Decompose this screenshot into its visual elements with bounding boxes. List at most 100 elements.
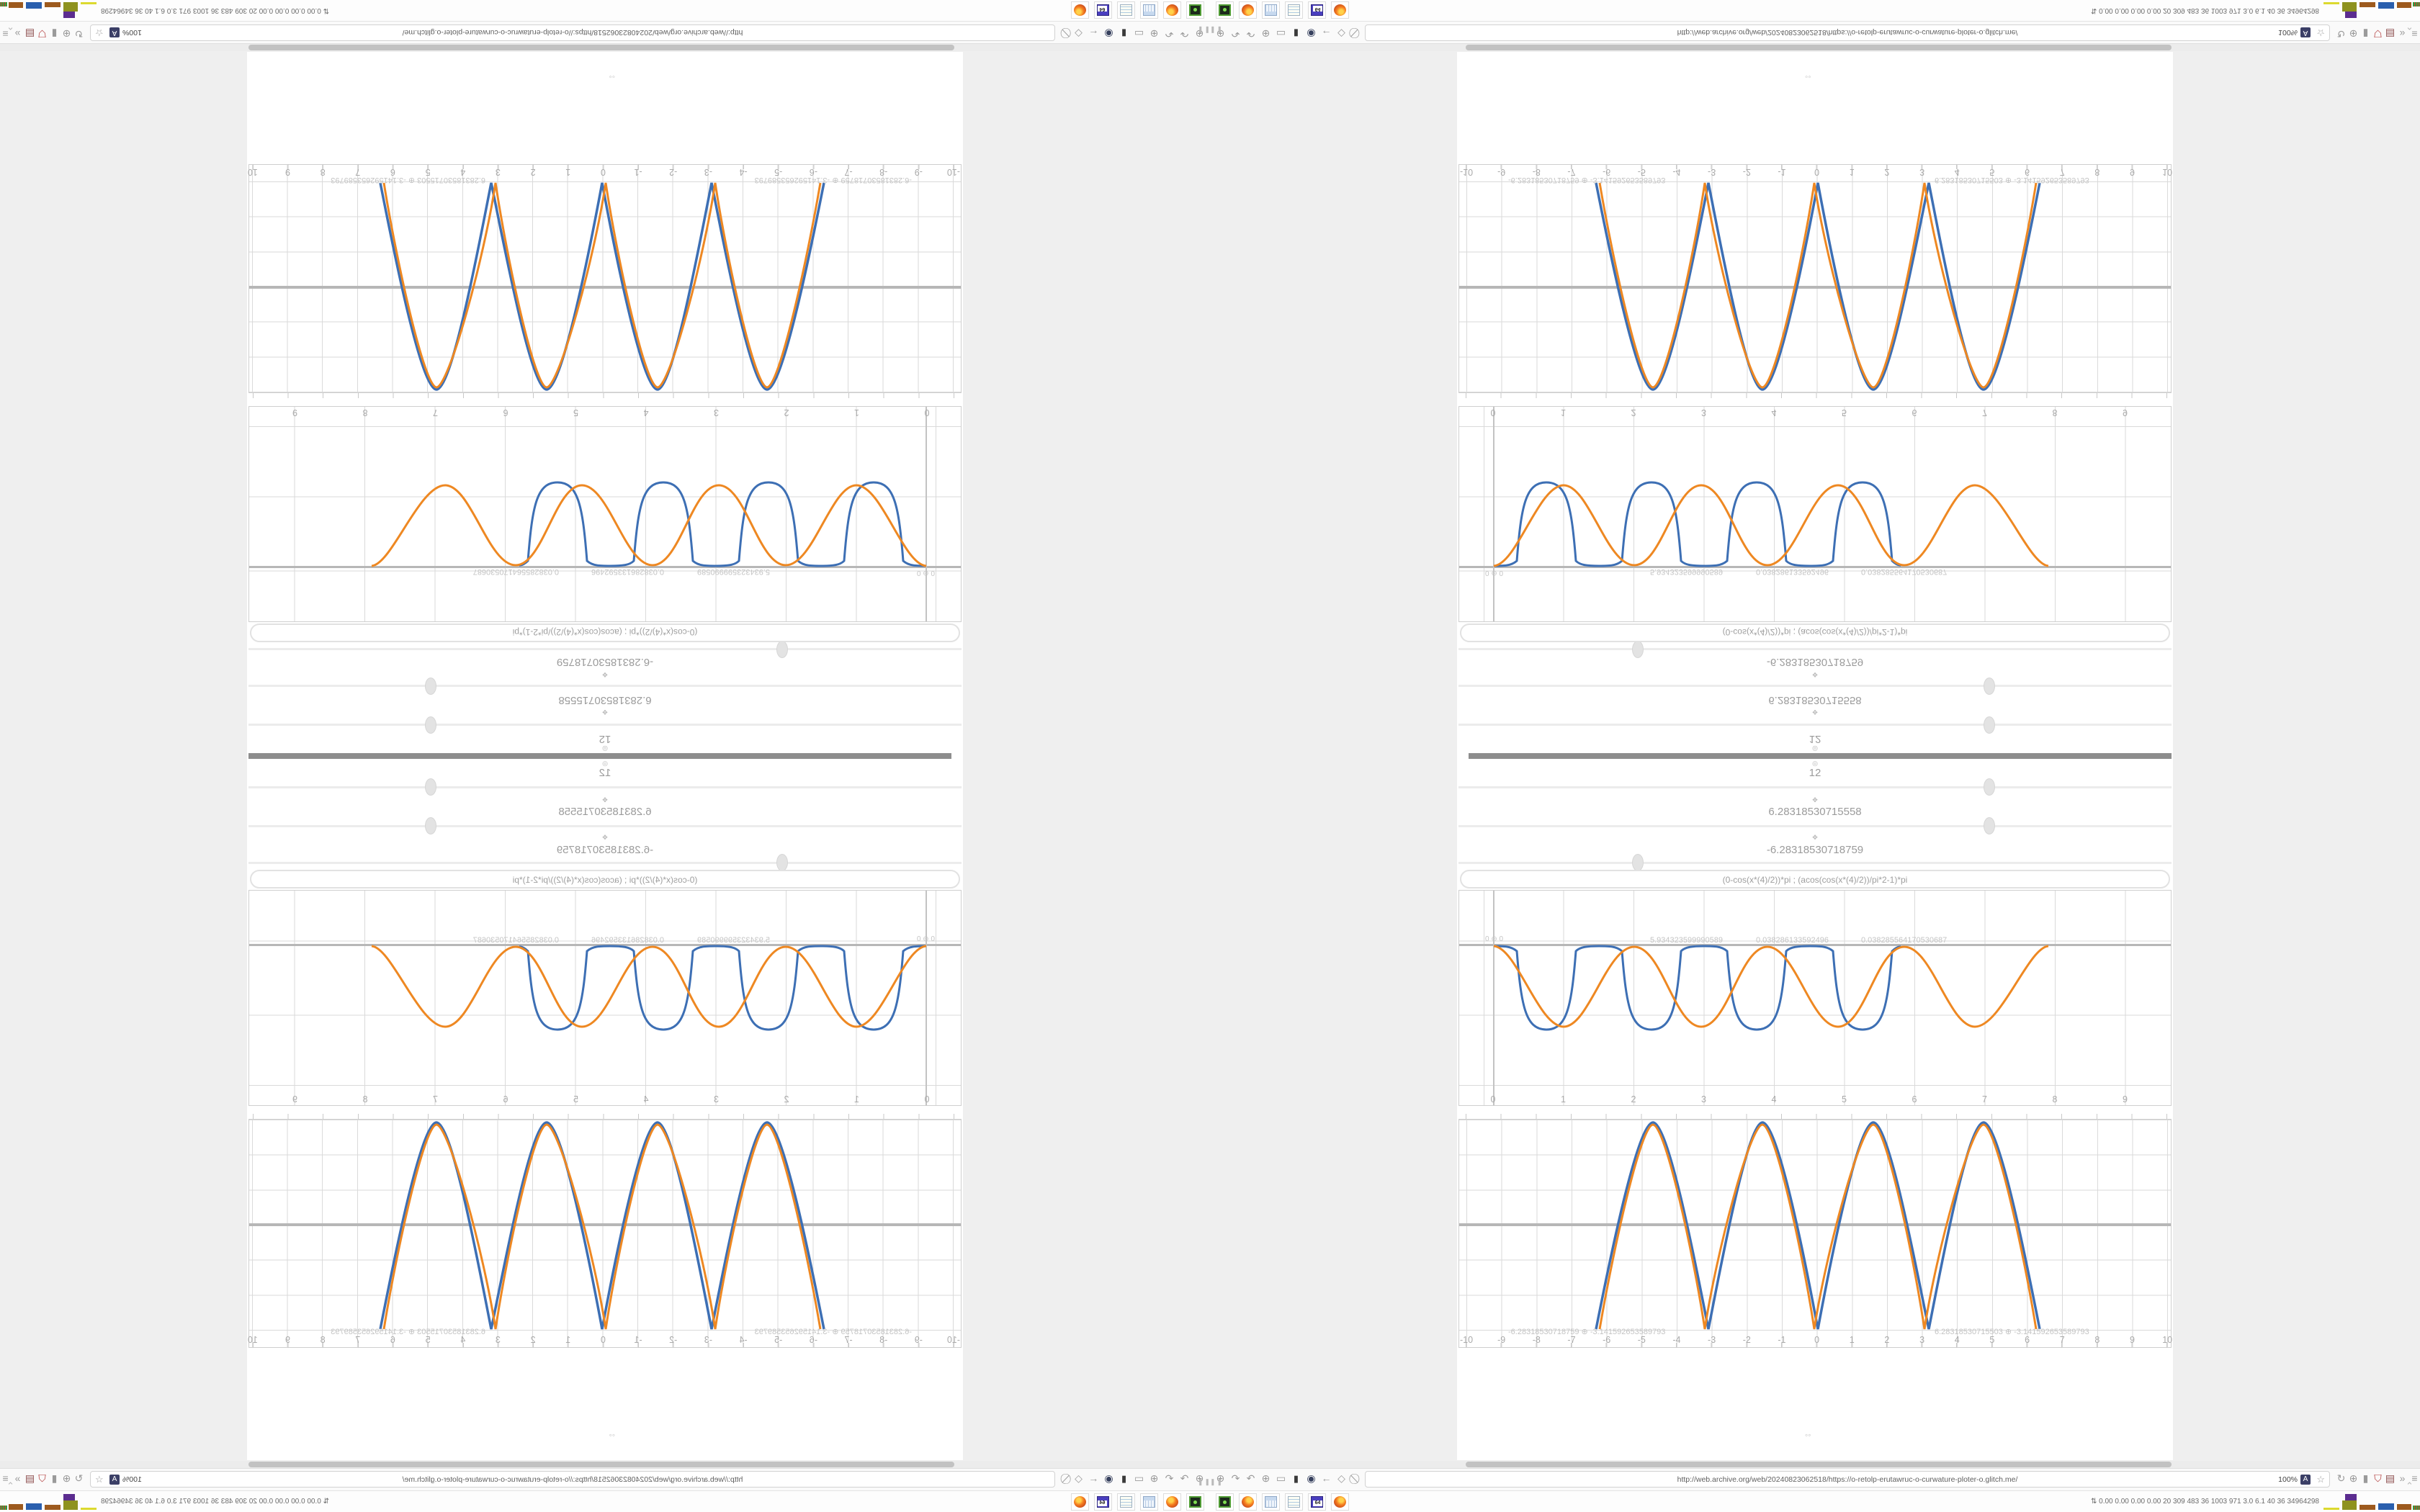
- taskbar-app-notepad[interactable]: [1117, 1493, 1135, 1511]
- horizontal-scrollbar[interactable]: [0, 1461, 1210, 1468]
- url-bar[interactable]: http://web.archive.org/web/2024082306251…: [1365, 24, 2330, 41]
- url-text: http://web.archive.org/web/2024082306251…: [402, 1475, 743, 1484]
- x-tick-label: 4: [1954, 1335, 1960, 1345]
- bookmark-star-icon[interactable]: ☆: [95, 1474, 104, 1485]
- slider-knob[interactable]: [1984, 716, 1995, 734]
- taskbar-app-floppy64[interactable]: 64: [1308, 1493, 1326, 1511]
- workspace-pager[interactable]: ❚❚: [1210, 27, 1224, 34]
- taskbar-app-notepad[interactable]: [1285, 1493, 1303, 1511]
- reader-mode-icon[interactable]: A: [2300, 1475, 2311, 1485]
- toolbar-icon: ▤: [2385, 1472, 2396, 1484]
- slider-track[interactable]: [1458, 685, 2172, 687]
- slider-knob[interactable]: [1984, 778, 1995, 796]
- slider-value: 6.28318530715558: [1768, 694, 1862, 706]
- slider-track[interactable]: [248, 786, 962, 788]
- sparkline-load-icon: [0, 1506, 7, 1510]
- slider-track[interactable]: [1458, 786, 2172, 788]
- zoom-level-indicator[interactable]: 100%: [2278, 1475, 2298, 1484]
- x-tick-label: 9: [2123, 1094, 2128, 1104]
- taskbar-app-screen-recorder[interactable]: [1186, 1, 1204, 19]
- slider-track[interactable]: [1458, 724, 2172, 726]
- slider-track[interactable]: [248, 685, 962, 687]
- url-bar[interactable]: http://web.archive.org/web/2024082306251…: [90, 24, 1055, 41]
- equation-input[interactable]: (0-cos(x*(4)/2))*pi ; (acos(cos(x*(4)/2)…: [250, 624, 960, 642]
- slider-knob[interactable]: [776, 641, 788, 658]
- taskbar-app-screen-recorder[interactable]: [1186, 1493, 1204, 1511]
- equation-input[interactable]: (0-cos(x*(4)/2))*pi ; (acos(cos(x*(4)/2)…: [1460, 870, 2170, 888]
- x-tick-label: -10: [1459, 1335, 1474, 1345]
- reader-mode-icon[interactable]: A: [2300, 27, 2311, 37]
- sparkline-cpu-icon: [26, 2, 42, 9]
- taskbar-app-calculator[interactable]: [1140, 1493, 1158, 1511]
- bookmark-star-icon[interactable]: ☆: [95, 27, 104, 38]
- horizontal-scrollbar[interactable]: [1210, 44, 2420, 51]
- slider-track[interactable]: [1458, 648, 2172, 650]
- workspace-pager[interactable]: ❚❚: [1210, 1478, 1224, 1485]
- slider-knob[interactable]: [425, 817, 436, 834]
- taskbar-app-floppy64[interactable]: 64: [1094, 1493, 1112, 1511]
- equation-input[interactable]: (0-cos(x*(4)/2))*pi ; (acos(cos(x*(4)/2)…: [1460, 624, 2170, 642]
- taskbar-app-floppy64[interactable]: 64: [1094, 1, 1112, 19]
- bookmark-star-icon[interactable]: ☆: [2316, 27, 2325, 38]
- zoom-level-indicator[interactable]: 100%: [122, 28, 142, 37]
- scrollbar-thumb[interactable]: [1466, 45, 2172, 50]
- taskbar-app-firefox[interactable]: [1331, 1493, 1349, 1511]
- camera-icon: [1219, 1496, 1231, 1508]
- slider-track[interactable]: [248, 862, 962, 864]
- slider-knob[interactable]: [1984, 817, 1995, 834]
- slider-track[interactable]: [1458, 825, 2172, 827]
- equation-text: (0-cos(x*(4)/2))*pi ; (acos(cos(x*(4)/2)…: [512, 875, 698, 885]
- taskbar-app-firefox[interactable]: [1239, 1493, 1257, 1511]
- equation-input[interactable]: (0-cos(x*(4)/2))*pi ; (acos(cos(x*(4)/2)…: [250, 870, 960, 888]
- system-monitor-readout: ⇅ 0.00 0.00 0.00 0.00 20 309 483 36 1003…: [101, 6, 330, 14]
- workspace-pager[interactable]: ❚❚: [1196, 1478, 1210, 1485]
- taskbar-app-firefox[interactable]: [1331, 1, 1349, 19]
- slider-track[interactable]: [248, 825, 962, 827]
- taskbar-app-calculator[interactable]: [1262, 1, 1280, 19]
- toolbar-icon: ⊕: [2349, 1472, 2358, 1484]
- slider-track[interactable]: [248, 724, 962, 726]
- horizontal-scrollbar[interactable]: [0, 44, 1210, 51]
- bookmark-star-icon[interactable]: ☆: [2316, 1474, 2325, 1485]
- toolbar-icon: ↶: [1165, 28, 1174, 40]
- sparkline-memory-icon: [63, 2, 78, 12]
- slider-track[interactable]: [248, 648, 962, 650]
- chevron-up-icon[interactable]: ⌃: [2406, 1480, 2414, 1491]
- reader-mode-icon[interactable]: A: [109, 27, 120, 37]
- x-axis: [1459, 1223, 2171, 1226]
- scrollbar-thumb[interactable]: [248, 1462, 954, 1467]
- horizontal-scrollbar[interactable]: [1210, 1461, 2420, 1468]
- taskbar-app-firefox[interactable]: [1163, 1493, 1181, 1511]
- workspace-pager[interactable]: ❚❚: [1196, 27, 1210, 34]
- taskbar-app-screen-recorder[interactable]: [1216, 1, 1234, 19]
- taskbar-app-notepad[interactable]: [1117, 1, 1135, 19]
- taskbar-app-floppy64[interactable]: 64: [1308, 1, 1326, 19]
- taskbar-app-calculator[interactable]: [1140, 1, 1158, 19]
- sparkline-swap-icon: [2345, 12, 2357, 18]
- slider-knob[interactable]: [425, 778, 436, 796]
- zoom-level-indicator[interactable]: 100%: [2278, 28, 2298, 37]
- taskbar: 64 ⇅ 0.00 0.00 0.00 0.00 20 309 483 36 1…: [0, 0, 1210, 22]
- slider-knob[interactable]: [1984, 678, 1995, 695]
- taskbar-app-calculator[interactable]: [1262, 1493, 1280, 1511]
- scrollbar-thumb[interactable]: [248, 45, 954, 50]
- chevron-up-icon[interactable]: ⌃: [2406, 21, 2414, 32]
- url-bar[interactable]: http://web.archive.org/web/2024082306251…: [90, 1471, 1055, 1488]
- slider-knob[interactable]: [425, 716, 436, 734]
- scrollbar-thumb[interactable]: [1466, 1462, 2172, 1467]
- taskbar-app-notepad[interactable]: [1285, 1, 1303, 19]
- slider-knob[interactable]: [776, 854, 788, 871]
- taskbar-app-firefox[interactable]: [1163, 1, 1181, 19]
- zoom-level-indicator[interactable]: 100%: [122, 1475, 142, 1484]
- chevron-up-icon[interactable]: ⌃: [6, 21, 14, 32]
- taskbar-app-screen-recorder[interactable]: [1216, 1493, 1234, 1511]
- taskbar-app-firefox[interactable]: [1239, 1, 1257, 19]
- slider-knob[interactable]: [425, 678, 436, 695]
- taskbar-app-firefox[interactable]: [1071, 1493, 1089, 1511]
- url-bar[interactable]: http://web.archive.org/web/2024082306251…: [1365, 1471, 2330, 1488]
- slider-knob[interactable]: [1632, 854, 1644, 871]
- reader-mode-icon[interactable]: A: [109, 1475, 120, 1485]
- slider-knob[interactable]: [1632, 641, 1644, 658]
- slider-track[interactable]: [1458, 862, 2172, 864]
- taskbar-app-firefox[interactable]: [1071, 1, 1089, 19]
